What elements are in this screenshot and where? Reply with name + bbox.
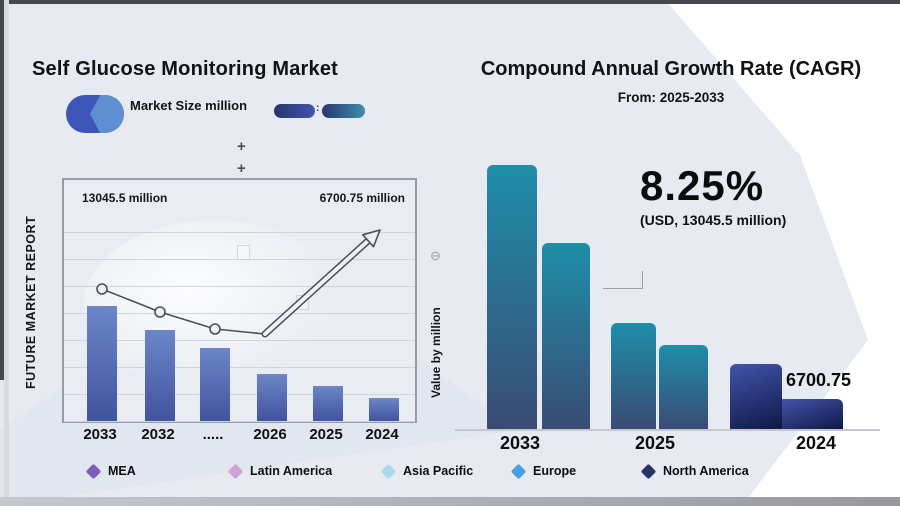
frame-edge-top — [0, 0, 900, 4]
step-bracket-decoration — [603, 271, 643, 289]
cagr-percentage: 8.25% — [640, 162, 765, 209]
left-chart-value-axis-title: Value by million — [429, 307, 443, 398]
legend-item-north-america: North America — [640, 463, 749, 479]
value-label-2024: 6700.75 — [786, 370, 852, 390]
legend-diamond-icon — [640, 463, 657, 479]
end-value-annotation: 6700.75 million — [319, 191, 405, 205]
right-chart-subtitle: From: 2025-2033 — [617, 90, 725, 105]
legend-item-europe: Europe — [510, 463, 577, 479]
legend-label: Latin America — [250, 464, 333, 478]
cagr-caption: (USD, 13045.5 million) — [640, 212, 787, 228]
cagr-bar-2025-1 — [611, 323, 656, 429]
legend-label: North America — [663, 464, 749, 478]
cagr-bar-chart: 2033 2025 2024 — [455, 150, 895, 460]
cagr-bar-2033-1 — [487, 165, 537, 429]
bar-2026 — [257, 374, 287, 421]
x-axis-baseline — [455, 429, 880, 431]
database-cylinder-icon — [66, 95, 124, 133]
legend-label: Europe — [533, 464, 577, 478]
bar-2032 — [145, 330, 175, 421]
start-value-annotation: 13045.5 million — [82, 191, 168, 205]
market-size-bar-chart: 13045.5 million 6700.75 million — [62, 178, 417, 425]
cagr-x-tick-label: 2024 — [795, 433, 837, 453]
legend-diamond-icon — [380, 463, 397, 479]
x-tick-label: 2025 — [309, 426, 343, 443]
cagr-bar-2024-1 — [730, 364, 782, 429]
cagr-bar-2033-2 — [542, 243, 590, 429]
market-size-label: Market Size million — [130, 98, 248, 113]
cagr-bar-2024-2 — [782, 399, 843, 429]
x-tick-label: 2026 — [253, 426, 287, 443]
right-chart-title: Compound Annual Growth Rate (CAGR) — [480, 58, 862, 80]
left-chart-title: Self Glucose Monitoring Market — [32, 58, 339, 80]
bar-2033 — [87, 306, 117, 421]
legend-diamond-icon — [510, 463, 527, 479]
legend-item-asia-pacific: Asia Pacific — [380, 463, 474, 479]
bar-..... — [200, 348, 230, 421]
legend-item-mea: MEA — [85, 463, 136, 479]
plus-decoration-icon: + — [237, 160, 246, 177]
x-tick-label: 2033 — [83, 426, 117, 443]
legend-diamond-icon — [85, 463, 102, 479]
bar-2024 — [369, 398, 399, 421]
legend: MEA Latin America Asia Pacific Europe North … — [0, 463, 900, 490]
legend-label: Asia Pacific — [403, 464, 474, 478]
gridlines — [64, 206, 415, 425]
x-tick-label: 2024 — [365, 426, 399, 443]
legend-item-latin-america: Latin America — [227, 463, 333, 479]
cagr-bar-2025-2 — [659, 345, 708, 429]
pill-separator: : — [316, 103, 320, 114]
plus-decoration-icon: + — [237, 138, 246, 155]
pill-badge-blue — [274, 104, 315, 118]
trend-line-arrow — [96, 229, 381, 338]
pill-badge-teal — [322, 104, 365, 118]
left-chart-y-axis-title: FUTURE MARKET REPORT — [24, 215, 38, 390]
cagr-x-tick-label: 2025 — [634, 433, 676, 453]
frame-edge-left-light — [4, 0, 9, 497]
x-tick-label: ..... — [202, 426, 224, 443]
bar-2025 — [313, 386, 343, 421]
legend-label: MEA — [108, 464, 136, 478]
frame-edge-left — [0, 0, 4, 380]
x-tick-label: 2032 — [141, 426, 175, 443]
minus-circle-icon: ⊖ — [430, 248, 441, 263]
legend-diamond-icon — [227, 463, 244, 479]
frame-edge-bottom — [0, 497, 900, 506]
cagr-x-tick-label: 2033 — [499, 433, 541, 453]
ghost-note-icon — [237, 245, 250, 260]
